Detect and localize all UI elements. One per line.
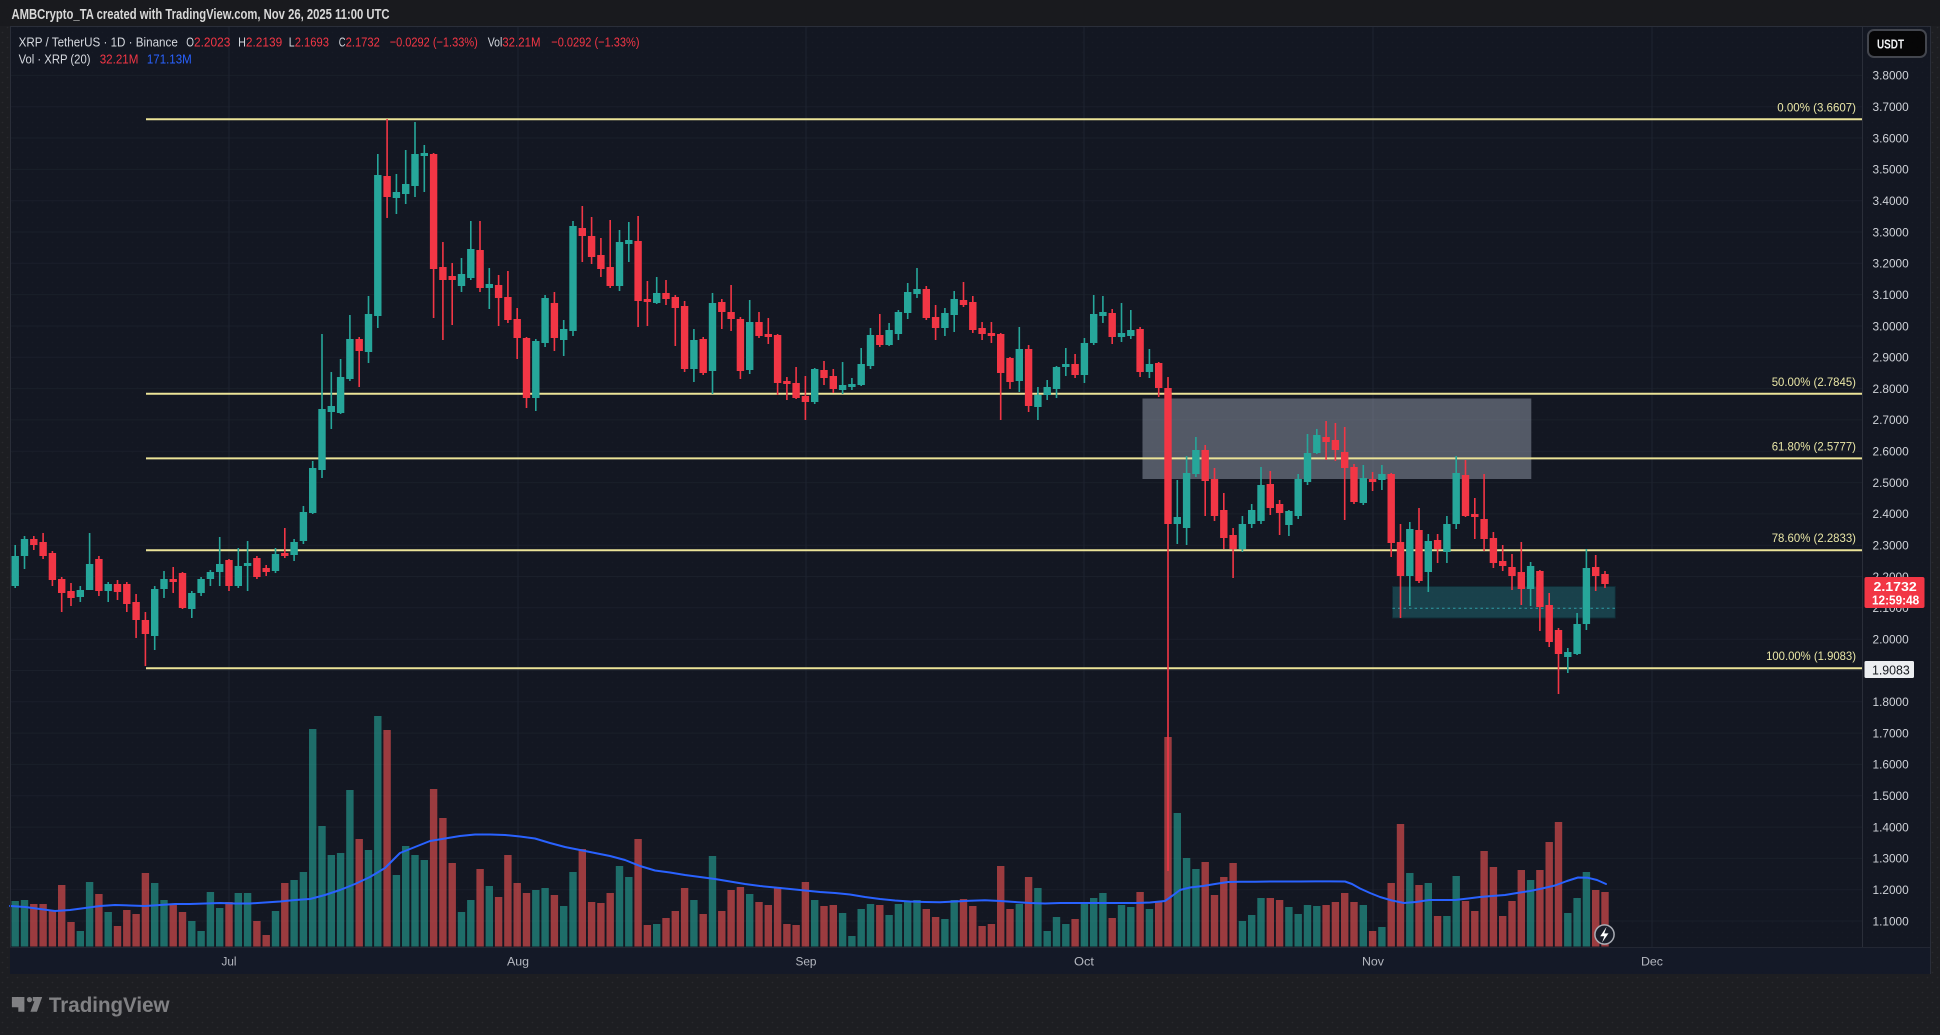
svg-text:2.1693: 2.1693 bbox=[295, 35, 329, 50]
svg-text:2.2139: 2.2139 bbox=[246, 35, 282, 50]
svg-text:Sep: Sep bbox=[796, 955, 817, 969]
svg-text:3.7000: 3.7000 bbox=[1873, 100, 1910, 114]
svg-text:2.4000: 2.4000 bbox=[1873, 507, 1910, 521]
svg-text:TradingView: TradingView bbox=[49, 994, 170, 1017]
svg-text:Oct: Oct bbox=[1074, 955, 1095, 969]
svg-text:100.00% (1.9083): 100.00% (1.9083) bbox=[1766, 649, 1856, 663]
svg-text:32.21M: 32.21M bbox=[502, 35, 540, 50]
svg-text:XRP / TetherUS · 1D · Binance: XRP / TetherUS · 1D · Binance bbox=[19, 35, 178, 50]
svg-text:Vol · XRP (20): Vol · XRP (20) bbox=[19, 51, 91, 66]
svg-text:USDT: USDT bbox=[1877, 36, 1904, 51]
svg-text:171.13M: 171.13M bbox=[147, 51, 192, 66]
svg-text:3.6000: 3.6000 bbox=[1873, 131, 1910, 145]
svg-text:Vol: Vol bbox=[488, 35, 503, 50]
svg-text:2.1732: 2.1732 bbox=[346, 35, 380, 50]
svg-text:2.1732: 2.1732 bbox=[1874, 579, 1917, 594]
svg-text:1.4000: 1.4000 bbox=[1873, 820, 1910, 834]
svg-text:1.3000: 1.3000 bbox=[1873, 852, 1910, 866]
svg-text:3.8000: 3.8000 bbox=[1873, 69, 1910, 83]
svg-text:3.4000: 3.4000 bbox=[1873, 194, 1910, 208]
svg-text:1.9083: 1.9083 bbox=[1872, 664, 1910, 678]
svg-text:Dec: Dec bbox=[1641, 955, 1663, 969]
svg-text:12:59:48: 12:59:48 bbox=[1872, 594, 1919, 608]
svg-text:3.0000: 3.0000 bbox=[1873, 319, 1910, 333]
svg-text:AMBCrypto_TA created with Trad: AMBCrypto_TA created with TradingView.co… bbox=[12, 7, 390, 23]
svg-text:2.9000: 2.9000 bbox=[1873, 351, 1910, 365]
svg-text:O: O bbox=[186, 35, 194, 50]
svg-text:1.1000: 1.1000 bbox=[1873, 914, 1910, 928]
svg-text:H: H bbox=[238, 35, 246, 50]
svg-text:L: L bbox=[289, 35, 295, 50]
svg-text:50.00% (2.7845): 50.00% (2.7845) bbox=[1772, 375, 1856, 389]
svg-text:2.6000: 2.6000 bbox=[1873, 445, 1910, 459]
svg-text:1.6000: 1.6000 bbox=[1873, 758, 1910, 772]
svg-text:2.7000: 2.7000 bbox=[1873, 413, 1910, 427]
svg-text:C: C bbox=[339, 35, 346, 50]
svg-text:2.5000: 2.5000 bbox=[1873, 476, 1910, 490]
svg-text:3.2000: 3.2000 bbox=[1873, 257, 1910, 271]
svg-text:78.60% (2.2833): 78.60% (2.2833) bbox=[1772, 531, 1856, 545]
svg-text:32.21M: 32.21M bbox=[100, 51, 139, 66]
svg-text:2.3000: 2.3000 bbox=[1873, 539, 1910, 553]
svg-text:−0.0292 (−1.33%): −0.0292 (−1.33%) bbox=[551, 35, 639, 50]
svg-text:0.00% (3.6607): 0.00% (3.6607) bbox=[1777, 100, 1856, 114]
svg-text:2.2023: 2.2023 bbox=[194, 35, 230, 50]
svg-text:−0.0292 (−1.33%): −0.0292 (−1.33%) bbox=[390, 35, 478, 50]
svg-text:2.0000: 2.0000 bbox=[1873, 633, 1910, 647]
svg-text:61.80% (2.5777): 61.80% (2.5777) bbox=[1772, 439, 1856, 453]
svg-text:Jul: Jul bbox=[222, 955, 237, 969]
svg-text:1.2000: 1.2000 bbox=[1873, 883, 1910, 897]
svg-text:1.8000: 1.8000 bbox=[1873, 695, 1910, 709]
svg-text:1.7000: 1.7000 bbox=[1873, 726, 1910, 740]
svg-text:3.1000: 3.1000 bbox=[1873, 288, 1910, 302]
svg-text:1.5000: 1.5000 bbox=[1873, 789, 1910, 803]
svg-text:Nov: Nov bbox=[1362, 955, 1385, 969]
svg-text:Aug: Aug bbox=[507, 955, 529, 969]
svg-text:3.5000: 3.5000 bbox=[1873, 163, 1910, 177]
svg-text:2.8000: 2.8000 bbox=[1873, 382, 1910, 396]
svg-text:3.3000: 3.3000 bbox=[1873, 225, 1910, 239]
